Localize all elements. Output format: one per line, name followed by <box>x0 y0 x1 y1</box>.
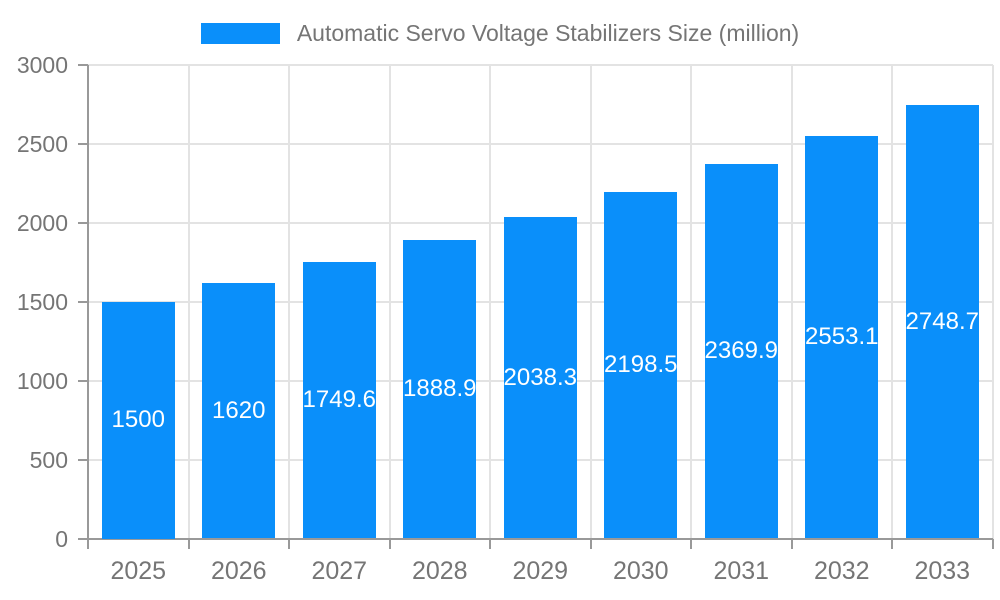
x-axis-tick <box>187 538 190 549</box>
x-axis-tick <box>87 538 89 549</box>
bar-2026[interactable]: 1620 <box>202 282 276 539</box>
x-axis-label: 2028 <box>411 557 468 585</box>
x-axis-label: 2033 <box>914 557 971 585</box>
bar-value-label: 1500 <box>111 406 165 434</box>
bar-2030[interactable]: 2198.5 <box>604 191 677 539</box>
bar-value-label: 2198.5 <box>604 350 678 378</box>
x-axis-label: 2027 <box>311 557 368 585</box>
y-axis-label: 0 <box>55 525 68 552</box>
h-gridline <box>88 64 993 66</box>
v-gridline <box>187 65 190 539</box>
bar-2028[interactable]: 1888.9 <box>403 240 476 539</box>
bar-value-label: 2553.1 <box>805 323 879 350</box>
bar-2025[interactable]: 1500 <box>101 301 175 539</box>
x-axis-tick <box>388 538 391 549</box>
v-gridline <box>991 65 994 539</box>
bar-2033[interactable]: 2748.7 <box>906 104 979 539</box>
x-axis-line <box>88 537 993 540</box>
x-axis-tick <box>690 538 692 549</box>
y-axis-tick <box>78 142 88 145</box>
v-gridline <box>388 65 391 539</box>
y-axis-tick <box>78 458 88 461</box>
v-gridline <box>891 65 893 539</box>
bar-value-label: 1888.9 <box>403 375 477 403</box>
y-axis-tick <box>78 64 88 66</box>
y-axis-tick <box>78 221 88 224</box>
v-gridline <box>790 65 793 539</box>
h-gridline <box>88 142 993 145</box>
y-axis-tick <box>78 300 88 303</box>
y-axis-label: 1000 <box>16 367 68 394</box>
x-axis-label: 2030 <box>612 557 669 585</box>
legend-item[interactable]: Automatic Servo Voltage Stabilizers Size… <box>0 19 1000 47</box>
x-axis-tick <box>589 538 592 549</box>
bar-2032[interactable]: 2553.1 <box>805 135 878 539</box>
v-gridline <box>690 65 692 539</box>
bar-value-label: 1749.6 <box>302 386 376 414</box>
x-axis-tick <box>891 538 893 549</box>
y-axis-label: 2000 <box>16 209 68 236</box>
v-gridline <box>489 65 491 539</box>
x-axis-tick <box>991 538 994 549</box>
y-axis-label: 1500 <box>16 288 68 315</box>
y-axis-label: 500 <box>29 446 68 473</box>
y-axis-label: 3000 <box>16 52 68 78</box>
bar-value-label: 2038.3 <box>503 363 577 391</box>
bar-2031[interactable]: 2369.9 <box>705 164 778 539</box>
bar-value-label: 2369.9 <box>704 337 778 365</box>
x-axis-tick <box>489 538 491 549</box>
v-gridline <box>288 65 290 539</box>
y-axis-tick <box>78 379 88 382</box>
x-axis-label: 2029 <box>512 557 569 585</box>
bar-value-label: 2748.7 <box>905 307 979 335</box>
x-axis-tick <box>790 538 793 549</box>
v-gridline <box>589 65 592 539</box>
x-axis-label: 2025 <box>110 557 167 585</box>
bar-2029[interactable]: 2038.3 <box>504 216 577 539</box>
x-axis-label: 2031 <box>713 557 770 585</box>
y-axis-label: 2500 <box>16 130 68 157</box>
x-axis-label: 2026 <box>210 557 267 585</box>
x-axis-label: 2032 <box>813 557 870 585</box>
bar-2027[interactable]: 1749.6 <box>303 262 376 539</box>
x-axis-tick <box>288 538 290 549</box>
bar-value-label: 1620 <box>212 396 266 424</box>
y-axis-line <box>87 65 89 549</box>
y-axis-tick <box>78 537 88 540</box>
legend-label: Automatic Servo Voltage Stabilizers Size… <box>296 19 800 46</box>
legend-swatch <box>200 22 280 44</box>
